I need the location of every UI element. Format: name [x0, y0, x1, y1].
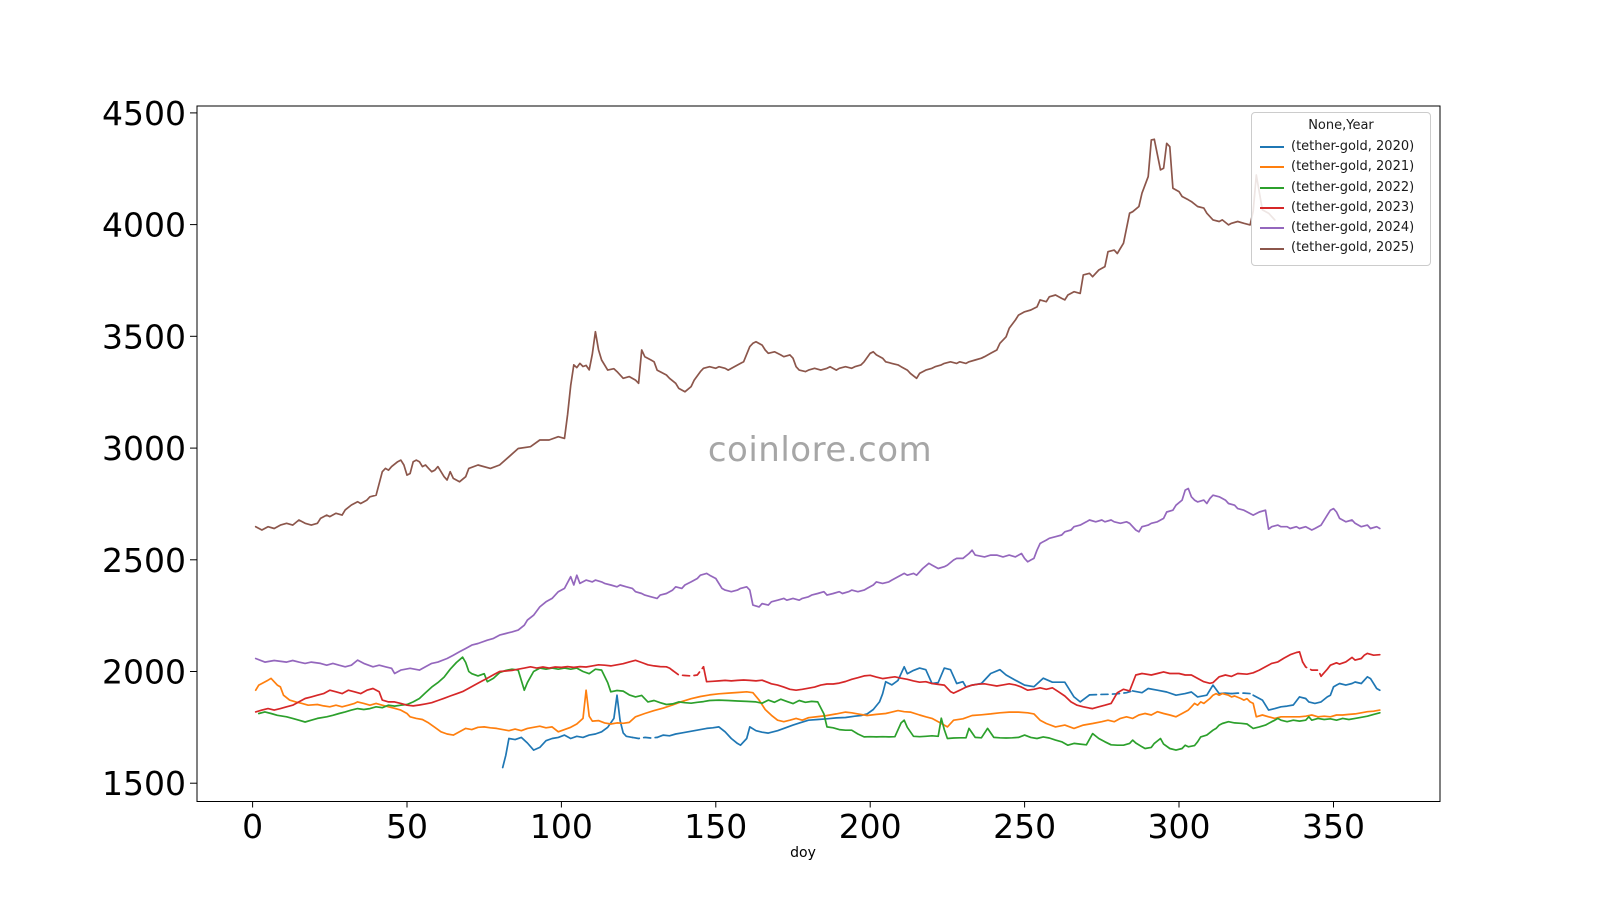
x-tick-label: 150: [684, 807, 747, 846]
legend-line-swatch-2025: [1260, 247, 1284, 250]
series-line-2020: [1131, 684, 1233, 698]
legend-entry-2024: (tether-gold, 2024): [1260, 218, 1422, 238]
series-line-2020: [1230, 692, 1255, 697]
legend: None,Year (tether-gold, 2020) (tether-go…: [1251, 112, 1431, 266]
y-tick-label: 4500: [102, 94, 186, 133]
legend-line-swatch-2022: [1260, 186, 1284, 189]
plot-frame: [196, 105, 1441, 802]
x-axis-label: doy: [790, 845, 816, 861]
legend-entry-2023: (tether-gold, 2023): [1260, 198, 1422, 218]
series-line-2023: [671, 665, 705, 677]
legend-line-swatch-2021: [1260, 166, 1284, 169]
legend-line-swatch-2024: [1260, 227, 1284, 230]
legend-line-swatch-2023: [1260, 207, 1284, 210]
series-line-2020: [656, 665, 1091, 747]
legend-label: (tether-gold, 2020): [1291, 139, 1415, 154]
series-line-2021: [254, 677, 1381, 736]
series-line-2020: [631, 736, 658, 740]
legend-title: None,Year: [1308, 118, 1374, 133]
series-line-2020: [501, 694, 634, 769]
legend-entry-2022: (tether-gold, 2022): [1260, 178, 1422, 198]
series-line-2024: [254, 487, 1381, 675]
series-line-2022: [257, 656, 1381, 751]
x-tick-label: 100: [530, 807, 593, 846]
legend-label: (tether-gold, 2024): [1291, 220, 1415, 236]
legend-entry-2025: (tether-gold, 2025): [1260, 238, 1422, 258]
legend-label: (tether-gold, 2022): [1291, 179, 1415, 195]
legend-label: (tether-gold, 2025): [1291, 240, 1415, 256]
y-tick-label: 2500: [102, 541, 186, 580]
y-tick-label: 1500: [102, 764, 186, 803]
series-line-2023: [702, 650, 1304, 710]
y-tick-label: 2000: [102, 653, 186, 692]
series-line-2020: [1088, 690, 1134, 696]
y-tick-label: 4000: [102, 206, 186, 245]
x-tick-label: 200: [839, 807, 902, 846]
legend-label: (tether-gold, 2021): [1291, 159, 1415, 175]
y-tick-label: 3000: [102, 429, 186, 468]
legend-entry-2020: (tether-gold, 2020): [1260, 137, 1422, 157]
series-line-2023: [254, 659, 674, 713]
legend-entry-2021: (tether-gold, 2021): [1260, 157, 1422, 177]
legend-line-swatch-2020: [1260, 146, 1284, 149]
x-tick-label: 250: [993, 807, 1056, 846]
x-tick-label: 300: [1148, 807, 1211, 846]
series-line-2020: [1252, 675, 1381, 711]
x-tick-label: 0: [242, 807, 263, 846]
series-line-2025: [254, 138, 1276, 531]
x-tick-label: 50: [386, 807, 428, 846]
watermark: coinlore.com: [707, 430, 933, 470]
x-tick-label: 350: [1302, 807, 1365, 846]
legend-label: (tether-gold, 2023): [1291, 199, 1415, 215]
series-line-2023: [1301, 661, 1322, 678]
y-tick-label: 3500: [102, 317, 186, 356]
series-line-2023: [1320, 652, 1381, 678]
